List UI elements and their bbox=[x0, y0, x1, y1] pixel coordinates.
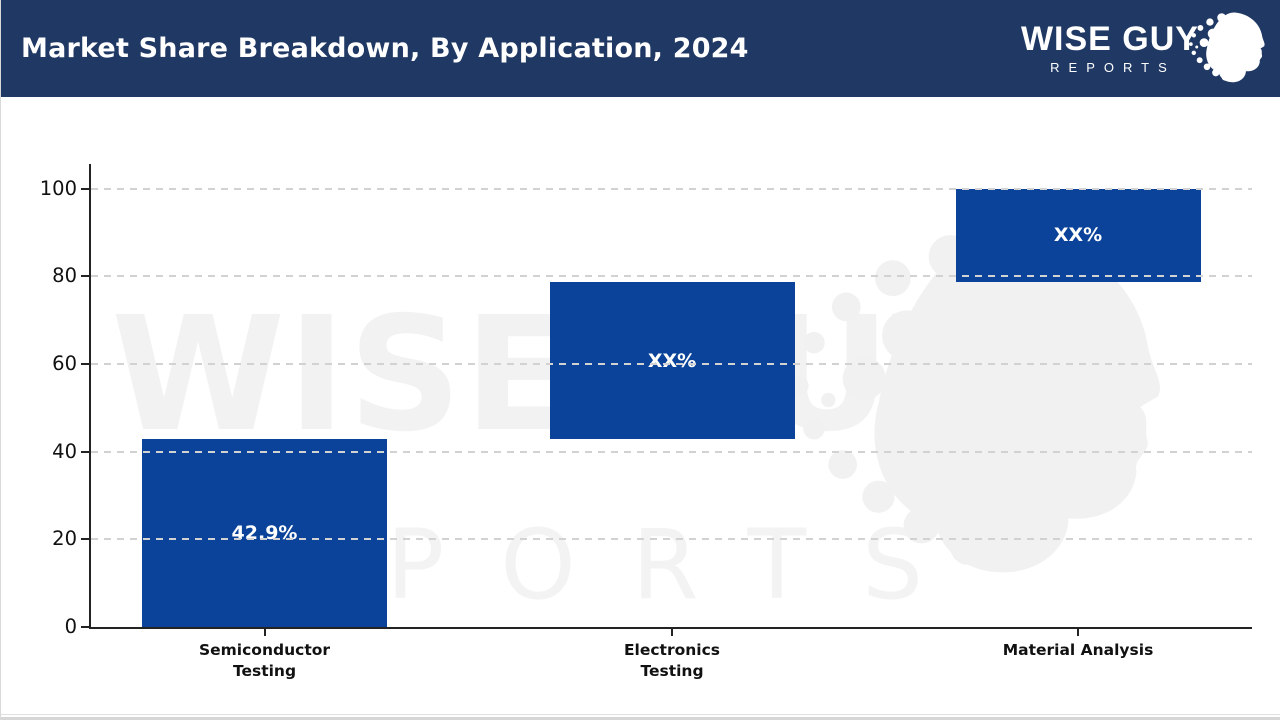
x-category-label: Semiconductor Testing bbox=[135, 640, 395, 682]
x-tick bbox=[263, 629, 266, 636]
y-tick bbox=[81, 626, 89, 628]
gridline bbox=[91, 275, 1252, 278]
y-tick bbox=[81, 362, 89, 365]
chart-area: WISE GUY REPORTS 0 20 40 60 80 100 42.9% XX% XX%… bbox=[1, 97, 1280, 717]
footer-border bbox=[1, 717, 1280, 720]
logo-text: WISE GUY REPORTS bbox=[1021, 20, 1199, 75]
x-category-line: Testing bbox=[232, 662, 297, 680]
bar-value-label: XX% bbox=[1053, 224, 1103, 247]
chart-title: Market Share Breakdown, By Application, … bbox=[21, 33, 749, 64]
bar-segment: XX% bbox=[955, 188, 1201, 283]
footer-hairline bbox=[1, 714, 1280, 715]
y-tick bbox=[81, 450, 89, 453]
y-tick-label: 40 bbox=[52, 439, 77, 463]
gridline bbox=[91, 362, 1252, 365]
x-category-line: Testing bbox=[640, 662, 704, 680]
bar-value-label: XX% bbox=[647, 349, 697, 372]
x-category-label: Electronics Testing bbox=[542, 640, 802, 682]
x-category-line: Electronics bbox=[623, 641, 721, 659]
bar-segment: 42.9% bbox=[142, 438, 387, 627]
x-category-line: Semiconductor bbox=[198, 641, 331, 659]
y-tick bbox=[81, 187, 89, 190]
gridline bbox=[91, 538, 1252, 541]
y-tick bbox=[81, 275, 89, 278]
y-tick-label: 100 bbox=[39, 176, 77, 200]
bar-value-label: 42.9% bbox=[231, 521, 298, 544]
y-tick bbox=[81, 538, 89, 541]
header: Market Share Breakdown, By Application, … bbox=[1, 0, 1280, 97]
x-tick bbox=[671, 629, 673, 636]
x-tick bbox=[1077, 629, 1079, 636]
x-axis bbox=[89, 627, 1252, 629]
logo-face-icon bbox=[1185, 4, 1273, 90]
y-tick-label: 20 bbox=[52, 527, 77, 551]
x-category-label: Material Analysis bbox=[948, 640, 1208, 661]
y-axis bbox=[89, 164, 91, 629]
logo-subtext: REPORTS bbox=[1050, 59, 1176, 75]
gridline bbox=[91, 450, 1252, 453]
y-tick-label: 80 bbox=[52, 264, 77, 288]
x-category-line: Material Analysis bbox=[1002, 641, 1154, 659]
y-tick-label: 0 bbox=[64, 615, 77, 638]
wiseguy-logo: WISE GUY REPORTS bbox=[1021, 4, 1273, 90]
y-tick-label: 60 bbox=[52, 351, 77, 375]
gridline bbox=[91, 187, 1252, 190]
bar-segment: XX% bbox=[549, 282, 795, 439]
logo-wordmark: WISE GUY bbox=[1020, 19, 1199, 58]
